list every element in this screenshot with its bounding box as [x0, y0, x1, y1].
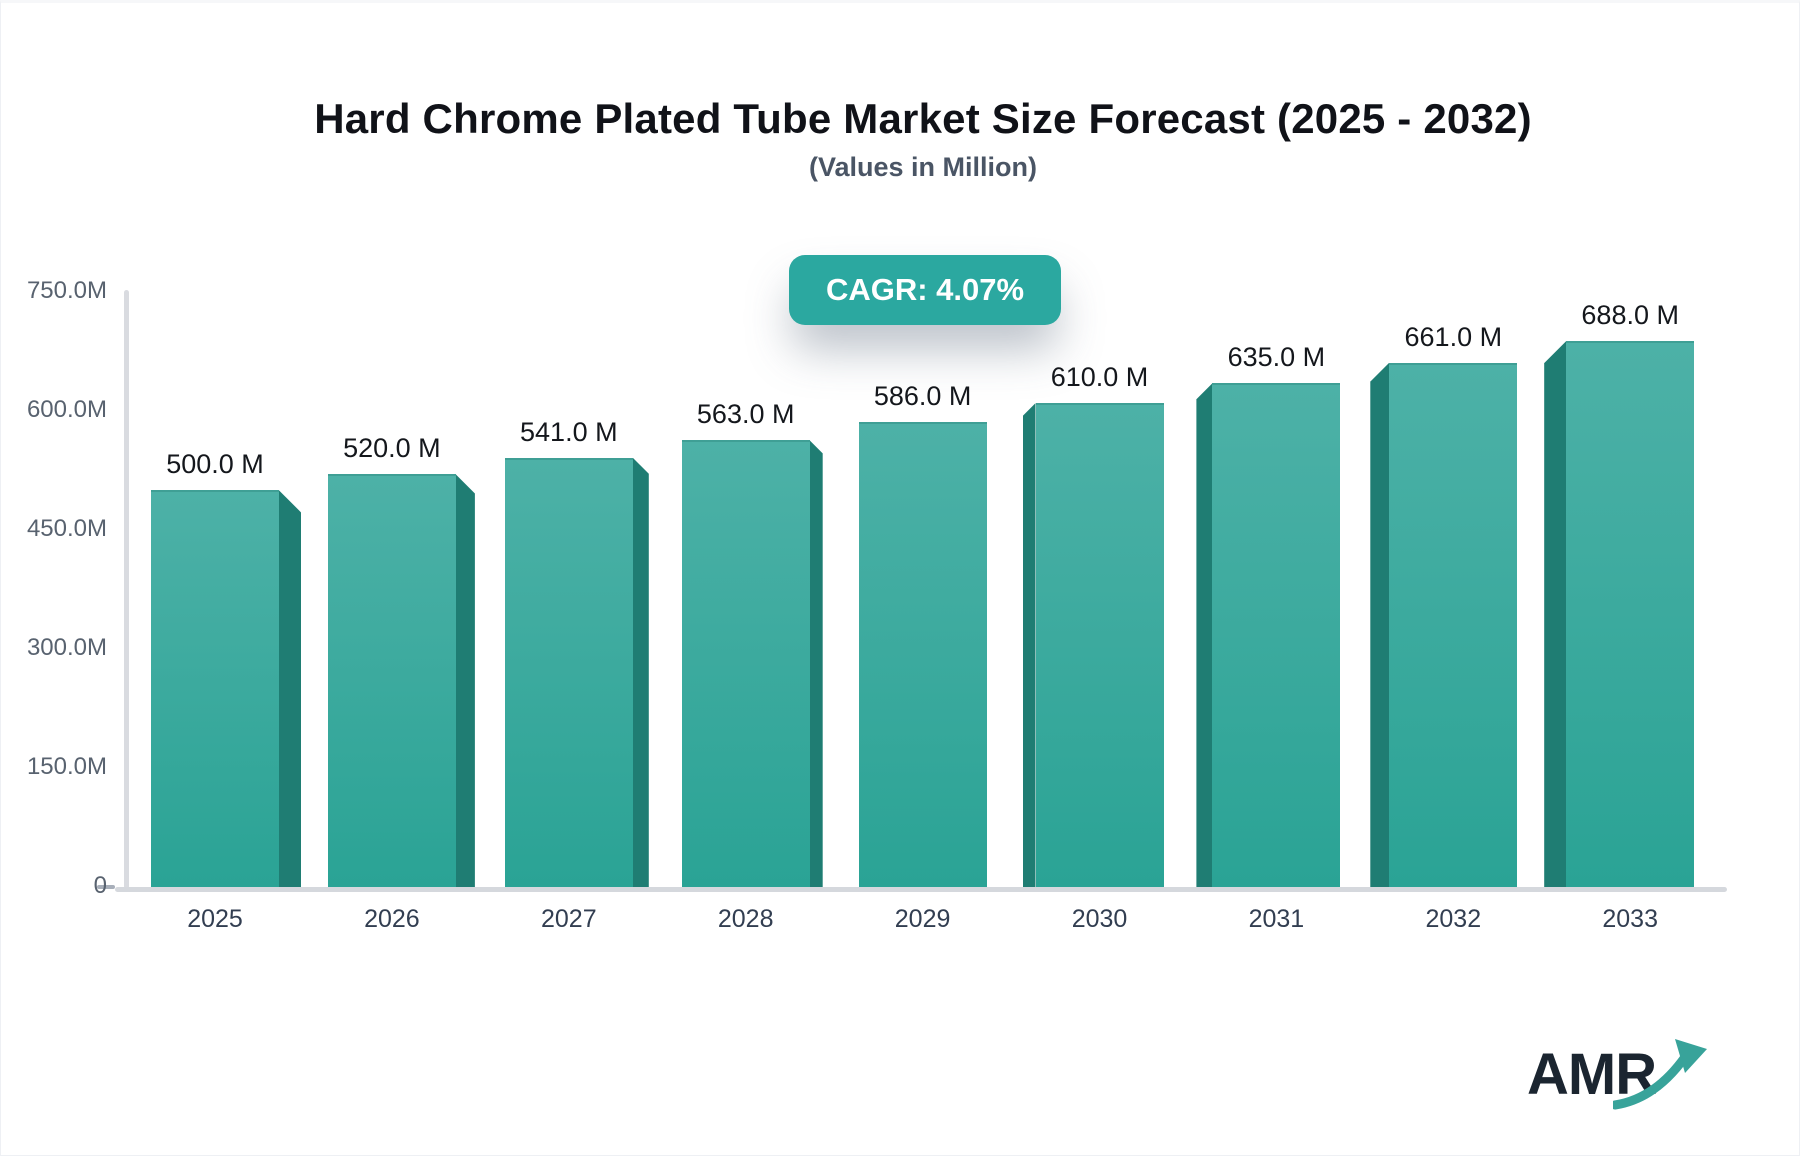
chart-title: Hard Chrome Plated Tube Market Size Fore… — [314, 95, 1532, 142]
x-axis-category-label: 2030 — [1071, 905, 1128, 933]
chart-subtitle: (Values in Million) — [808, 152, 1038, 182]
x-axis-category-label: 2033 — [1602, 905, 1658, 933]
x-axis-category-label: 2029 — [894, 905, 951, 933]
bar-side-face — [1544, 341, 1567, 887]
y-axis-line — [124, 290, 129, 889]
x-axis-category-label: 2028 — [717, 905, 774, 933]
bar-2025 — [151, 490, 279, 887]
bar-2027 — [504, 457, 633, 887]
bar-side-face — [279, 490, 301, 887]
bar-side-face — [455, 474, 475, 887]
bar-side-face — [1370, 362, 1390, 887]
x-axis-category-label: 2026 — [364, 905, 420, 933]
y-axis-tick-label: 300.0M — [26, 634, 107, 661]
bar-value-label: 520.0 M — [343, 433, 441, 464]
bar-2030 — [1035, 403, 1164, 887]
y-axis-tick-label: 750.0M — [26, 277, 107, 304]
bar-value-label: 586.0 M — [873, 381, 972, 412]
bar-2031 — [1212, 383, 1341, 887]
bar-value-label: 635.0 M — [1227, 342, 1326, 373]
y-axis-tick-label: 150.0M — [26, 753, 107, 780]
amr-logo: AMR — [1527, 1039, 1727, 1121]
bar-value-label: 688.0 M — [1581, 300, 1679, 331]
x-axis-baseline — [115, 887, 1727, 892]
bar-side-face — [632, 457, 649, 887]
x-axis-category-label: 2031 — [1248, 905, 1305, 933]
bar-2029 — [858, 422, 987, 887]
cagr-badge: CAGR: 4.07% — [789, 255, 1061, 325]
bar-side-face — [1022, 403, 1036, 887]
bar-2033 — [1566, 341, 1695, 887]
x-axis-category-label: 2032 — [1425, 905, 1482, 933]
bar-2032 — [1389, 362, 1518, 887]
x-axis-category-label: 2025 — [187, 905, 243, 933]
zero-tick-mark — [97, 885, 115, 889]
bar-value-label: 661.0 M — [1404, 321, 1503, 352]
bar-value-label: 563.0 M — [696, 399, 795, 430]
y-axis-tick-label: 600.0M — [26, 396, 107, 423]
bar-value-label: 541.0 M — [520, 416, 618, 447]
bar-2026 — [327, 474, 456, 887]
bar-side-face — [809, 440, 823, 887]
y-axis-tick-label: 450.0M — [26, 515, 107, 542]
bar-2028 — [681, 440, 810, 887]
x-axis-category-label: 2027 — [540, 905, 597, 933]
bar-side-face — [1196, 383, 1213, 887]
bar-value-label: 500.0 M — [166, 449, 264, 480]
logo-arrow-icon — [1613, 1039, 1707, 1110]
bar-value-label: 610.0 M — [1050, 362, 1149, 393]
y-axis-tick-label: 0 — [93, 872, 107, 899]
